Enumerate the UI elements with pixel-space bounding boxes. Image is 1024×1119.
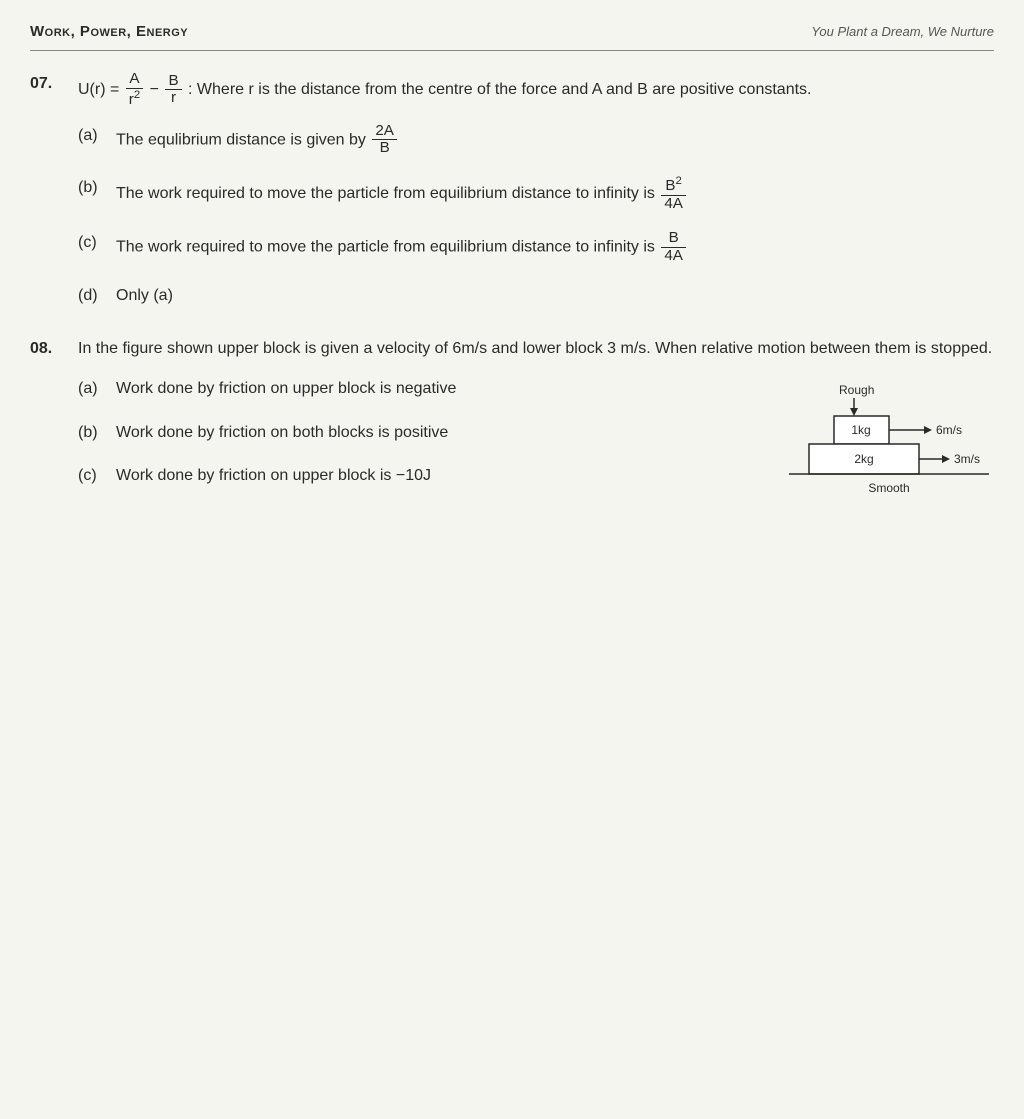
option-text: The work required to move the particle f… bbox=[116, 175, 994, 213]
header: Work, Power, Energy You Plant a Dream, W… bbox=[30, 20, 994, 51]
q07-a-frac: 2A B bbox=[372, 123, 397, 157]
q07-b-frac: B2 4A bbox=[661, 175, 686, 213]
q07-stem-prefix: U(r) = bbox=[78, 81, 124, 98]
q07-frac2-den: r bbox=[165, 90, 181, 107]
q07-stem: U(r) = A r2 − B r : Where r is the dista… bbox=[78, 71, 994, 109]
q07-frac1-den: r2 bbox=[126, 89, 143, 109]
option-text: Work done by friction on upper block is … bbox=[116, 463, 764, 489]
option-text: Only (a) bbox=[116, 283, 994, 309]
q07-option-d: (d) Only (a) bbox=[78, 283, 994, 309]
svg-text:6m/s: 6m/s bbox=[936, 423, 962, 437]
q07-frac1-num: A bbox=[126, 71, 143, 89]
option-label: (b) bbox=[78, 420, 104, 446]
q08-number: 08. bbox=[30, 336, 62, 362]
q07-stem-suffix: : Where r is the distance from the centr… bbox=[188, 81, 811, 98]
q07-option-a: (a) The equlibrium distance is given by … bbox=[78, 123, 994, 157]
q08-diagram: Rough 1kg 6m/s 2kg 3m/s Smooth bbox=[784, 376, 994, 515]
svg-text:1kg: 1kg bbox=[851, 423, 870, 437]
section-title: Work, Power, Energy bbox=[30, 20, 188, 44]
svg-text:Rough: Rough bbox=[839, 383, 874, 397]
q07-minus: − bbox=[150, 81, 164, 98]
option-label: (b) bbox=[78, 175, 104, 201]
q07-frac1: A r2 bbox=[126, 71, 143, 109]
q08-options: (a) Work done by friction on upper block… bbox=[78, 376, 764, 507]
option-label: (d) bbox=[78, 283, 104, 309]
q07-c-frac: B 4A bbox=[661, 230, 686, 264]
q08-body: (a) Work done by friction on upper block… bbox=[78, 376, 994, 515]
option-text: Work done by friction on upper block is … bbox=[116, 376, 764, 402]
q07-option-c: (c) The work required to move the partic… bbox=[78, 230, 994, 264]
option-label: (c) bbox=[78, 463, 104, 489]
q08-option-c: (c) Work done by friction on upper block… bbox=[78, 463, 764, 489]
svg-text:Smooth: Smooth bbox=[868, 481, 909, 495]
option-label: (a) bbox=[78, 123, 104, 149]
q07-option-b: (b) The work required to move the partic… bbox=[78, 175, 994, 213]
question-08: 08. In the figure shown upper block is g… bbox=[30, 336, 994, 514]
question-07: 07. U(r) = A r2 − B r : Where r is the d… bbox=[30, 71, 994, 308]
svg-text:3m/s: 3m/s bbox=[954, 452, 980, 466]
option-label: (c) bbox=[78, 230, 104, 256]
q07-frac2-num: B bbox=[165, 73, 181, 91]
option-label: (a) bbox=[78, 376, 104, 402]
q07-frac2: B r bbox=[165, 73, 181, 107]
svg-text:2kg: 2kg bbox=[854, 452, 873, 466]
option-text: Work done by friction on both blocks is … bbox=[116, 420, 764, 446]
q08-option-b: (b) Work done by friction on both blocks… bbox=[78, 420, 764, 446]
option-text: The work required to move the particle f… bbox=[116, 230, 994, 264]
q07-options: (a) The equlibrium distance is given by … bbox=[78, 123, 994, 309]
tagline: You Plant a Dream, We Nurture bbox=[811, 22, 994, 43]
q07-number: 07. bbox=[30, 71, 62, 109]
q08-stem: In the figure shown upper block is given… bbox=[78, 336, 994, 362]
q08-option-a: (a) Work done by friction on upper block… bbox=[78, 376, 764, 402]
blocks-diagram: Rough 1kg 6m/s 2kg 3m/s Smooth bbox=[784, 376, 994, 506]
option-text: The equlibrium distance is given by 2A B bbox=[116, 123, 994, 157]
